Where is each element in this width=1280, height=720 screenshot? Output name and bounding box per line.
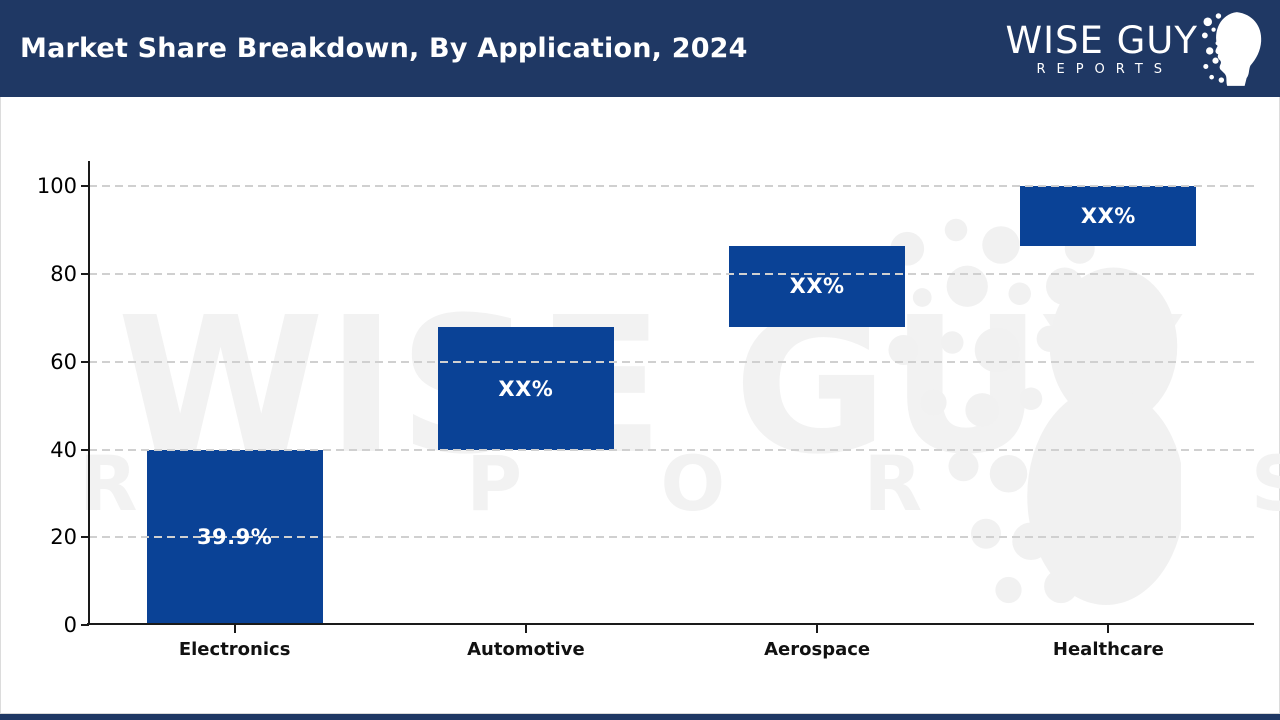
y-tick-mark — [81, 536, 89, 539]
bar-value-label: XX% — [789, 274, 845, 299]
brand-logo: WISE GUY REPORTS — [1006, 9, 1266, 89]
bar-value-label: XX% — [1080, 204, 1136, 228]
x-axis-spine — [87, 623, 1254, 625]
plot-area: WISE GUY R E P O R T S 0 20 40 60 80 100 39.9%… — [1, 97, 1280, 714]
gridline — [89, 360, 1254, 363]
y-tick-label: 40 — [50, 437, 77, 462]
x-category-label: Electronics — [178, 639, 291, 660]
y-tick-label: 100 — [36, 174, 77, 199]
x-tick-mark — [816, 625, 819, 633]
gridline — [89, 448, 1254, 451]
header-bar: Market Share Breakdown, By Application, … — [0, 0, 1280, 97]
x-tick-mark — [524, 625, 527, 633]
chart-canvas: WISE GUY R E P O R T S 0 20 40 60 80 100 39.9%… — [0, 97, 1280, 714]
y-tick-label: 80 — [50, 262, 77, 287]
x-category-label: Aerospace — [764, 639, 871, 660]
brand-logo-text: WISE GUY REPORTS — [1006, 22, 1198, 76]
y-tick-mark — [81, 624, 89, 626]
y-tick-mark — [81, 448, 89, 451]
footer-brand-strip — [0, 714, 1280, 720]
page-title: Market Share Breakdown, By Application, … — [20, 33, 748, 64]
bar-value-label: XX% — [498, 376, 554, 401]
brand-name: WISE GUY — [1005, 18, 1198, 62]
y-tick-label: 20 — [50, 525, 77, 550]
gridline — [89, 273, 1254, 276]
gridline — [89, 185, 1254, 188]
y-tick-label: 0 — [63, 613, 77, 637]
y-tick-mark — [81, 273, 89, 276]
head-profile-icon — [1201, 11, 1262, 86]
bottom-hairline — [0, 713, 1280, 714]
x-category-label: Automotive — [467, 639, 585, 660]
brand-subname: REPORTS — [1036, 61, 1174, 77]
x-tick-mark — [1107, 625, 1110, 633]
y-axis-spine — [88, 161, 90, 625]
x-tick-mark — [233, 625, 236, 633]
x-category-label: Healthcare — [1052, 639, 1164, 660]
bar-value-label: 39.9% — [196, 525, 273, 550]
y-tick-mark — [81, 360, 89, 363]
gridline — [89, 536, 1254, 539]
y-tick-label: 60 — [50, 349, 77, 374]
bar-segment-automotive — [437, 327, 614, 450]
bar-segment-aerospace — [729, 245, 906, 328]
bar-segment-healthcare — [1020, 186, 1197, 246]
y-tick-mark — [81, 185, 89, 188]
